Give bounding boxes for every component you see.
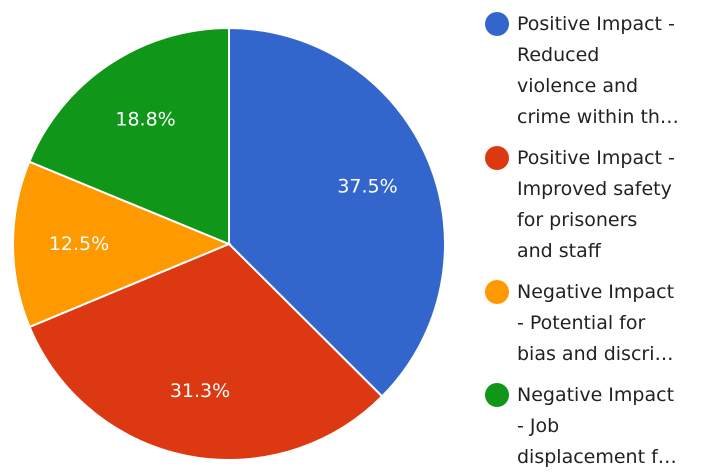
pie-slices	[12, 26, 446, 461]
pie-slice-labels: 37.5% 31.3% 12.5% 18.8%	[49, 108, 398, 402]
legend-label: violence and	[517, 75, 638, 97]
legend-label: - Potential for	[517, 312, 645, 334]
legend-marker-2	[485, 280, 509, 304]
legend-label: Negative Impact	[517, 384, 674, 406]
slice-value-label: 37.5%	[337, 175, 397, 197]
pie-slice-2[interactable]	[12, 160, 232, 329]
legend-label: bias and discri…	[517, 343, 673, 365]
legend-label: for prisoners	[517, 209, 637, 231]
legend-label: - Job	[517, 415, 559, 437]
legend-marker-1	[485, 146, 509, 170]
slice-value-label: 31.3%	[170, 380, 230, 402]
legend-label: Reduced	[517, 44, 599, 66]
legend-label: displacement f…	[517, 446, 677, 468]
slice-value-label: 18.8%	[115, 108, 175, 130]
legend-label: Positive Impact -	[517, 13, 675, 35]
legend-marker-0	[485, 12, 509, 36]
pie-slice-3[interactable]	[27, 26, 230, 246]
pie-slice-1[interactable]	[28, 242, 384, 461]
legend-label: and staff	[517, 240, 602, 262]
legend: Positive Impact - Reduced violence and crim…	[485, 12, 679, 468]
legend-label: Positive Impact -	[517, 147, 675, 169]
pie-slice-0[interactable]	[228, 26, 446, 398]
legend-marker-3	[485, 383, 509, 407]
legend-label: crime within th…	[517, 106, 679, 128]
slice-value-label: 12.5%	[49, 233, 109, 255]
legend-label: Negative Impact	[517, 281, 674, 303]
legend-label: Improved safety	[517, 178, 672, 200]
